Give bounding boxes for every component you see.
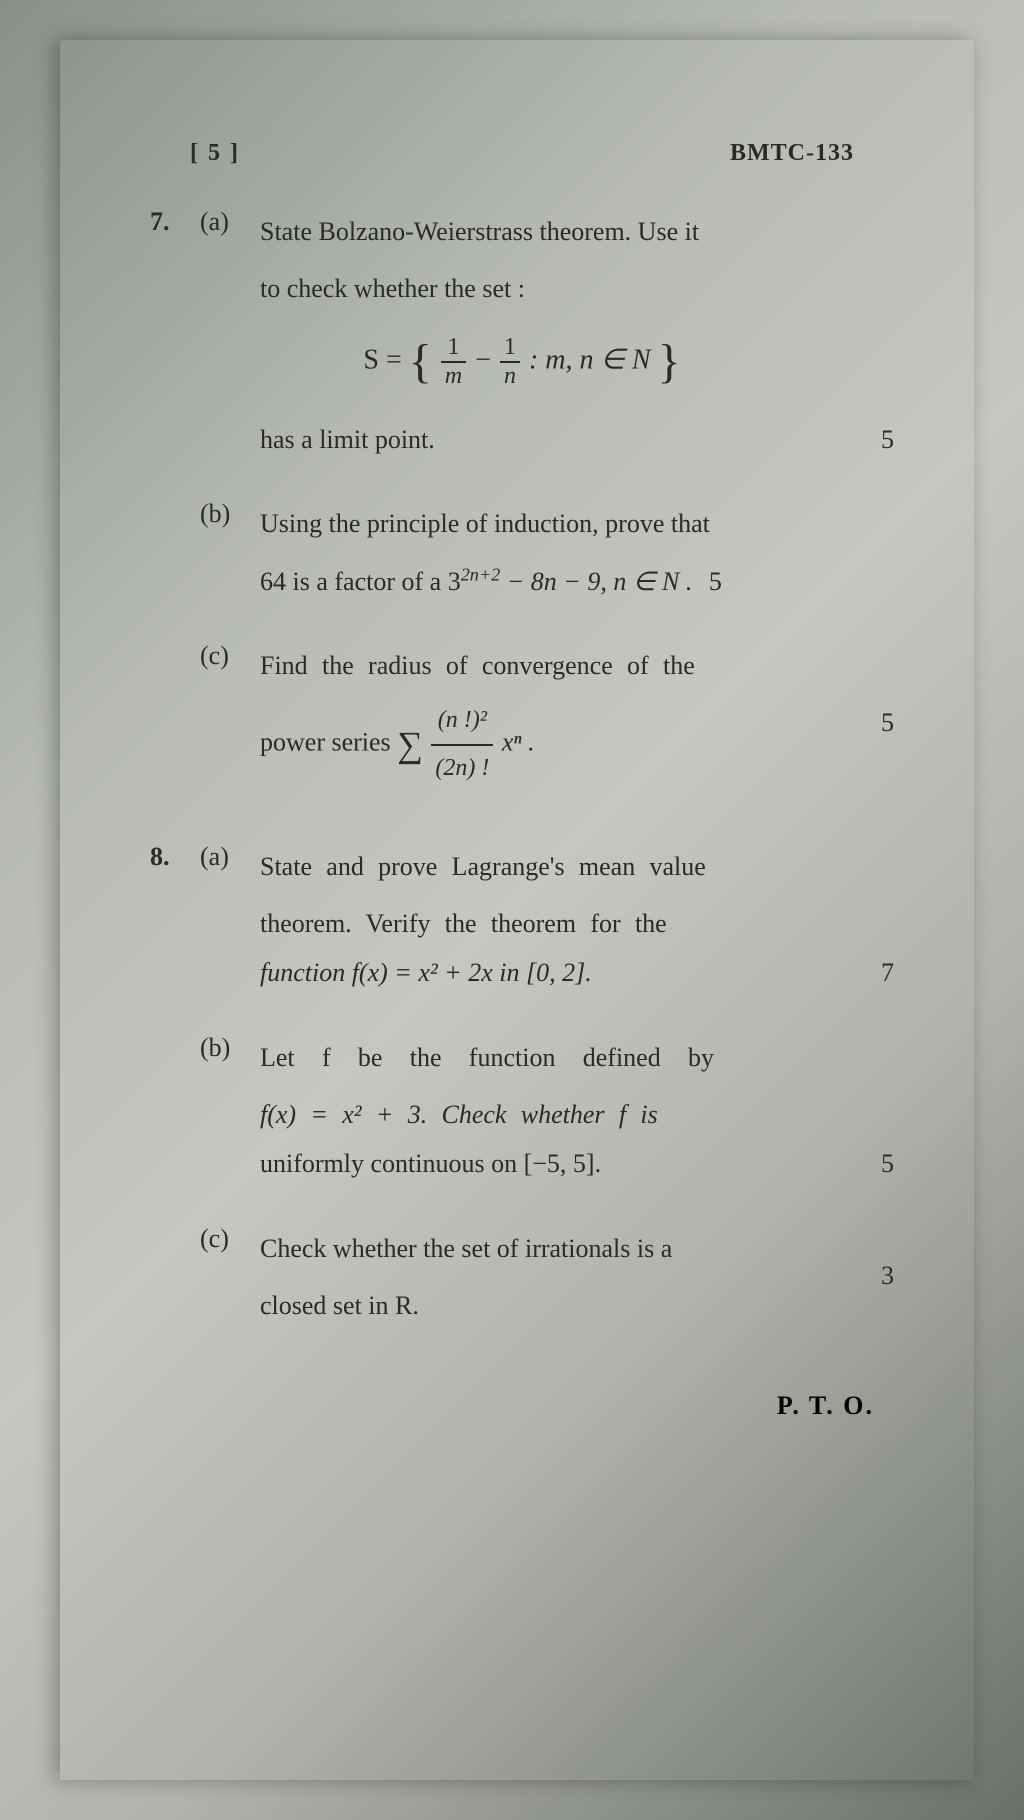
q8b-row: (b) Let f be the function defined by [150,1033,894,1082]
q8a-row: 8. (a) State and prove Lagrange's mean v… [150,842,894,891]
q7-number: 7. [150,207,200,237]
q8c-line2: closed set in R. 3 [260,1281,894,1330]
pto-footer: P. T. O. [150,1391,874,1421]
q8c-text2: closed set in R. [260,1291,419,1320]
frac-den: (2n) ! [431,746,493,792]
q7a-text3-row: has a limit point. 5 [260,415,894,464]
q7c-row: (c) Find the radius of convergence of th… [150,641,894,690]
q8b-marks: 5 [881,1139,894,1188]
q8-number: 8. [150,842,200,872]
q8c-text1: Check whether the set of irrationals is … [260,1224,894,1273]
q7b-text2-1: 64 is a factor of a 3 [260,567,461,596]
page-number: [ 5 ] [190,140,240,167]
fraction-1m: 1 m [441,334,466,390]
q7a-formula: S = { 1 m − 1 n : m, n ∈ N } [150,334,894,390]
frac-num: 1 [441,334,466,363]
q7b-line2: 64 is a factor of a 32n+2 − 8n − 9, n ∈ … [260,557,894,606]
q8a-label: (a) [200,842,260,872]
q7b-marks: 5 [709,567,722,596]
q8a-text1: State and prove Lagrange's mean value [260,842,894,891]
frac-num: 1 [500,334,520,363]
q7c-text1: Find the radius of convergence of the [260,641,894,690]
formula-prefix: S = [363,344,408,375]
q8c-row: (c) Check whether the set of irrationals… [150,1224,894,1273]
brace-left-icon: { [409,335,432,388]
question-7: 7. (a) State Bolzano-Weierstrass theorem… [150,207,894,792]
q7c-prefix: power series [260,728,397,757]
q8b-label: (b) [200,1033,260,1063]
q7b-sup: 2n+2 [461,564,501,584]
q7a-text2: to check whether the set : [260,264,894,313]
q7a-text1: State Bolzano-Weierstrass theorem. Use i… [260,207,894,256]
frac-den: m [441,363,466,390]
q8b-line3: uniformly continuous on [−5, 5]. 5 [260,1139,894,1188]
q7c-marks: 5 [881,698,894,747]
q7a-label: (a) [200,207,260,237]
frac-den: n [500,363,520,390]
q8a-text2: theorem. Verify the theorem for the [260,899,894,948]
formula-suffix: : m, n ∈ N [529,344,651,375]
page-header: [ 5 ] BMTC-133 [150,140,894,167]
sigma-icon: ∑ [397,725,423,765]
exam-page: [ 5 ] BMTC-133 7. (a) State Bolzano-Weie… [60,40,974,1780]
fraction-factorial: (n !)² (2n) ! [431,698,493,791]
frac-num: (n !)² [431,698,493,746]
q7b-text1: Using the principle of induction, prove … [260,499,894,548]
q8b-line2: f(x) = x² + 3. Check whether f is [260,1090,894,1139]
q7c-line2: power series ∑ (n !)² (2n) ! xⁿ . 5 [260,698,894,791]
q7c-label: (c) [200,641,260,671]
q7c-suffix: xⁿ . [502,728,535,757]
q7b-label: (b) [200,499,260,529]
q7a-marks: 5 [881,415,894,464]
q8b-text1: Let f be the function defined by [260,1033,894,1082]
q7b-text2-2: − 8n − 9, n ∈ N . [500,567,692,596]
q7b-row: (b) Using the principle of induction, pr… [150,499,894,548]
q8a-line3: function f(x) = x² + 2x in [0, 2]. 7 [260,948,894,997]
course-code: BMTC-133 [730,140,854,167]
q8a-text3: function f(x) = x² + 2x in [0, 2]. [260,958,592,987]
question-8: 8. (a) State and prove Lagrange's mean v… [150,842,894,1331]
q7a-row: 7. (a) State Bolzano-Weierstrass theorem… [150,207,894,256]
q7a-text3: has a limit point. [260,425,435,454]
q8b-text2: f(x) = x² + 3. Check whether f is [260,1100,658,1129]
fraction-1n: 1 n [500,334,520,390]
brace-right-icon: } [658,335,681,388]
q8c-label: (c) [200,1224,260,1254]
minus-sign: − [475,344,498,375]
q8a-marks: 7 [881,948,894,997]
q8b-t1: Let f be the function defined by [260,1043,714,1072]
q8b-text3: uniformly continuous on [−5, 5]. [260,1149,601,1178]
